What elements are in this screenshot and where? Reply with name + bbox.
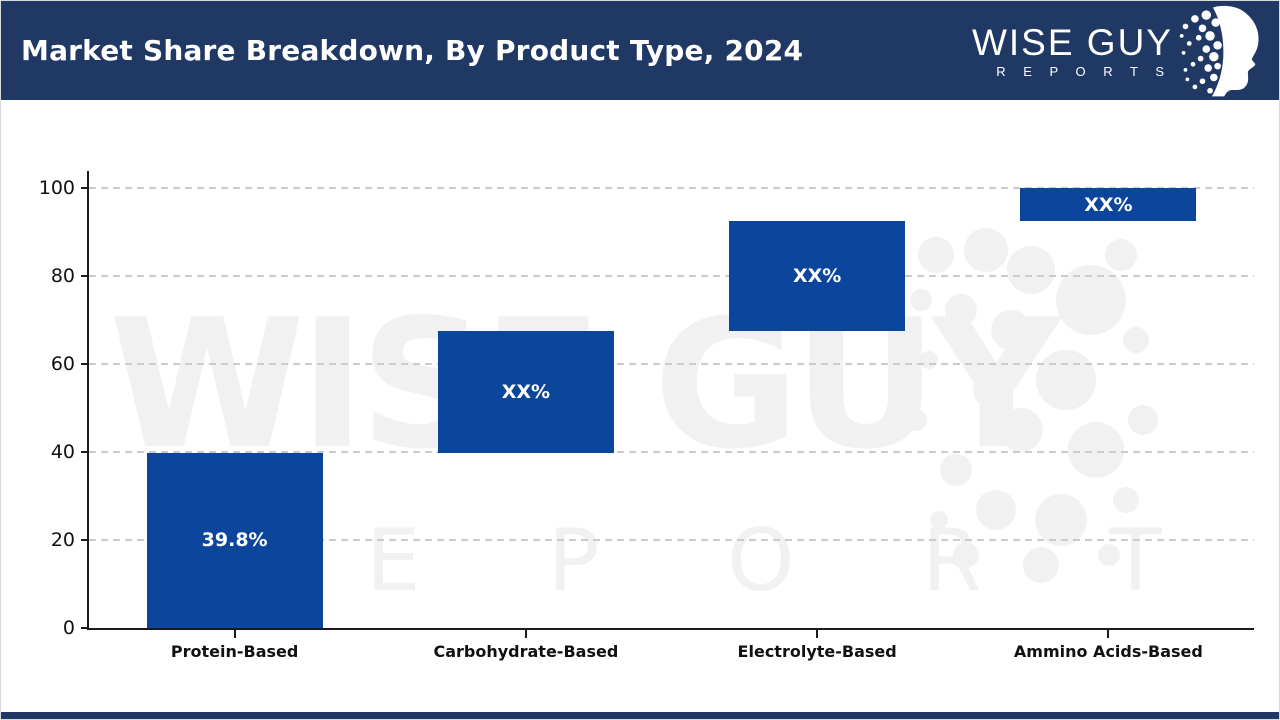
x-tick-mark: [233, 630, 236, 638]
bar-value-label: XX%: [501, 380, 551, 403]
bar-value-label: XX%: [792, 265, 842, 287]
x-tick-mark: [524, 630, 527, 638]
y-tick-mark: [81, 539, 89, 541]
bar-protein-based: 39.8%: [146, 452, 323, 628]
logo-wise-guy-text: WISE GUY: [971, 21, 1173, 63]
x-tick-mark: [816, 630, 819, 638]
y-tick-label: 60: [50, 353, 75, 375]
y-tick-mark: [81, 627, 89, 629]
y-tick-mark: [81, 363, 89, 365]
y-tick-label: 40: [50, 441, 75, 463]
y-tick-label: 20: [50, 529, 75, 551]
logo-head-icon: [1179, 5, 1259, 96]
y-tick-mark: [81, 275, 89, 277]
bar-carbohydrate-based: XX%: [437, 331, 614, 453]
gridline-80: [89, 275, 1254, 277]
x-category-label: Protein-Based: [170, 642, 299, 661]
logo-reports-text: R E P O R T S: [996, 63, 1171, 79]
gridline-60: [89, 363, 1254, 365]
x-category-label: Ammino Acids-Based: [1013, 642, 1203, 661]
y-axis-line: [87, 171, 89, 630]
watermark-head-icon: [905, 228, 1158, 583]
bar-value-label: 39.8%: [201, 529, 268, 552]
y-tick-label: 80: [50, 265, 75, 287]
y-tick-label: 100: [38, 177, 75, 199]
y-tick-mark: [81, 187, 89, 189]
bar-value-label: XX%: [1084, 193, 1133, 216]
page-title: Market Share Breakdown, By Product Type,…: [21, 34, 804, 67]
y-tick-label: 0: [62, 617, 75, 639]
wiseguy-logo: WISE GUY R E P O R T S: [972, 3, 1263, 99]
gridline-40: [89, 451, 1254, 453]
gridline-100: [89, 187, 1254, 189]
bar-ammino-acids-based: XX%: [1020, 188, 1197, 221]
x-category-label: Carbohydrate-Based: [433, 642, 619, 661]
bar-electrolyte-based: XX%: [729, 221, 906, 331]
header: Market Share Breakdown, By Product Type,…: [1, 1, 1279, 100]
x-category-label: Electrolyte-Based: [737, 642, 897, 661]
gridline-20: [89, 539, 1254, 541]
footer-bar: [1, 712, 1279, 719]
y-tick-mark: [81, 451, 89, 453]
logo-text: WISE GUY R E P O R T S: [972, 24, 1173, 78]
watermark-reports-text: R E P O R T S: [179, 511, 1280, 611]
x-tick-mark: [1107, 630, 1110, 638]
x-axis-line: [87, 628, 1254, 630]
